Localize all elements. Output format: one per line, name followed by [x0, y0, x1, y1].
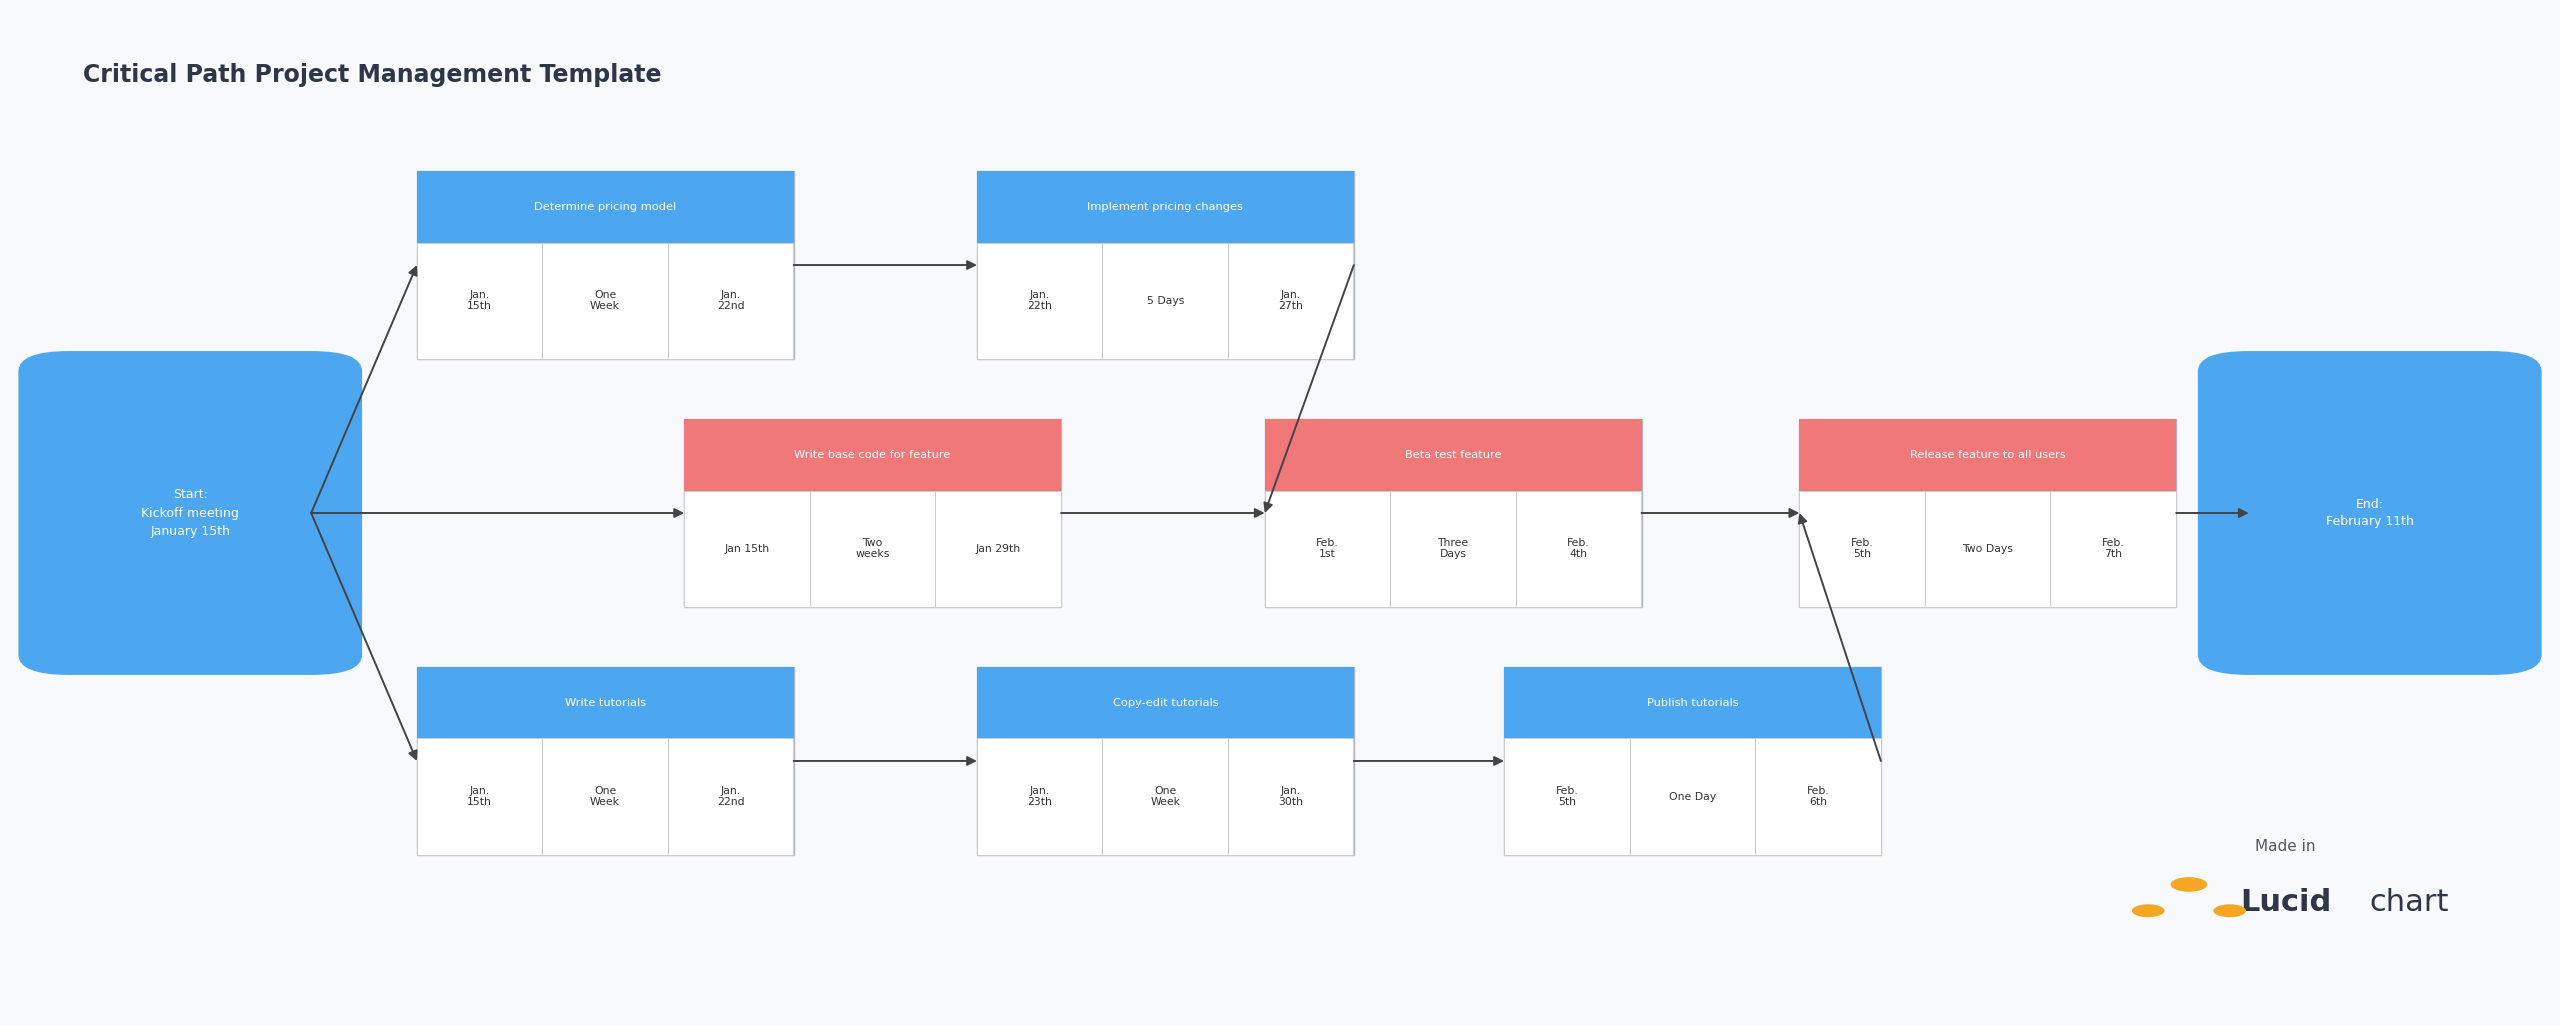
FancyBboxPatch shape	[1229, 739, 1354, 855]
Text: Jan.
22nd: Jan. 22nd	[717, 786, 745, 807]
FancyBboxPatch shape	[1800, 420, 2176, 490]
FancyBboxPatch shape	[978, 667, 1354, 739]
FancyBboxPatch shape	[1103, 739, 1229, 855]
FancyBboxPatch shape	[1265, 490, 1390, 606]
Text: Lucid: Lucid	[2240, 889, 2332, 917]
Text: Feb.
5th: Feb. 5th	[1851, 538, 1874, 559]
FancyBboxPatch shape	[543, 739, 668, 855]
FancyBboxPatch shape	[668, 242, 794, 359]
FancyBboxPatch shape	[978, 171, 1354, 359]
Text: Implement pricing changes: Implement pricing changes	[1088, 202, 1244, 212]
FancyBboxPatch shape	[809, 490, 934, 606]
Text: Three
Days: Three Days	[1436, 538, 1469, 559]
FancyBboxPatch shape	[1925, 490, 2051, 606]
FancyBboxPatch shape	[417, 242, 543, 359]
FancyBboxPatch shape	[543, 242, 668, 359]
FancyBboxPatch shape	[1390, 490, 1516, 606]
FancyBboxPatch shape	[417, 667, 794, 739]
FancyBboxPatch shape	[668, 739, 794, 855]
Text: Write tutorials: Write tutorials	[566, 698, 645, 708]
FancyBboxPatch shape	[1229, 242, 1354, 359]
Text: Jan 29th: Jan 29th	[975, 544, 1021, 554]
Text: Feb.
6th: Feb. 6th	[1807, 786, 1830, 807]
FancyBboxPatch shape	[934, 490, 1060, 606]
FancyBboxPatch shape	[978, 739, 1103, 855]
FancyBboxPatch shape	[2199, 351, 2542, 675]
Text: Two
weeks: Two weeks	[855, 538, 891, 559]
Text: Critical Path Project Management Template: Critical Path Project Management Templat…	[84, 63, 663, 86]
Text: Jan.
22th: Jan. 22th	[1027, 289, 1052, 312]
Text: One Day: One Day	[1669, 791, 1715, 801]
Text: Jan.
15th: Jan. 15th	[466, 786, 492, 807]
Text: Release feature to all users: Release feature to all users	[1910, 450, 2066, 460]
FancyBboxPatch shape	[18, 351, 361, 675]
FancyBboxPatch shape	[978, 171, 1354, 242]
FancyBboxPatch shape	[1505, 739, 1631, 855]
FancyBboxPatch shape	[417, 171, 794, 242]
Text: End:
February 11th: End: February 11th	[2327, 498, 2414, 528]
FancyBboxPatch shape	[417, 171, 794, 359]
FancyBboxPatch shape	[2051, 490, 2176, 606]
Circle shape	[2171, 877, 2207, 892]
Text: One
Week: One Week	[1149, 786, 1180, 807]
Text: Feb.
1st: Feb. 1st	[1316, 538, 1339, 559]
Text: Beta test feature: Beta test feature	[1405, 450, 1500, 460]
Text: Feb.
5th: Feb. 5th	[1556, 786, 1577, 807]
Text: Jan.
22nd: Jan. 22nd	[717, 289, 745, 312]
Text: Publish tutorials: Publish tutorials	[1646, 698, 1738, 708]
FancyBboxPatch shape	[1265, 420, 1641, 490]
Text: One
Week: One Week	[591, 289, 620, 312]
FancyBboxPatch shape	[684, 420, 1060, 490]
Text: Copy-edit tutorials: Copy-edit tutorials	[1114, 698, 1219, 708]
FancyBboxPatch shape	[1756, 739, 1882, 855]
FancyBboxPatch shape	[1631, 739, 1756, 855]
FancyBboxPatch shape	[1265, 420, 1641, 606]
FancyBboxPatch shape	[417, 667, 794, 855]
Text: Jan.
23th: Jan. 23th	[1027, 786, 1052, 807]
Circle shape	[2132, 904, 2166, 917]
Text: 5 Days: 5 Days	[1147, 295, 1183, 306]
Text: Feb.
4th: Feb. 4th	[1567, 538, 1590, 559]
FancyBboxPatch shape	[684, 420, 1060, 606]
FancyBboxPatch shape	[684, 490, 809, 606]
FancyBboxPatch shape	[1505, 667, 1882, 739]
Text: Jan.
27th: Jan. 27th	[1277, 289, 1303, 312]
Text: Write base code for feature: Write base code for feature	[794, 450, 950, 460]
FancyBboxPatch shape	[1800, 490, 1925, 606]
FancyBboxPatch shape	[1516, 490, 1641, 606]
FancyBboxPatch shape	[978, 242, 1103, 359]
FancyBboxPatch shape	[978, 667, 1354, 855]
Text: Feb.
7th: Feb. 7th	[2102, 538, 2125, 559]
Text: Made in: Made in	[2255, 839, 2317, 855]
Text: Jan 15th: Jan 15th	[724, 544, 771, 554]
Text: Jan.
15th: Jan. 15th	[466, 289, 492, 312]
Text: Two Days: Two Days	[1961, 544, 2012, 554]
Text: Start:
Kickoff meeting
January 15th: Start: Kickoff meeting January 15th	[141, 488, 238, 538]
Text: One
Week: One Week	[591, 786, 620, 807]
Text: chart: chart	[2371, 889, 2450, 917]
Circle shape	[2214, 904, 2245, 917]
FancyBboxPatch shape	[1103, 242, 1229, 359]
FancyBboxPatch shape	[417, 739, 543, 855]
FancyBboxPatch shape	[1505, 667, 1882, 855]
FancyBboxPatch shape	[1800, 420, 2176, 606]
Text: Jan.
30th: Jan. 30th	[1277, 786, 1303, 807]
Text: Determine pricing model: Determine pricing model	[535, 202, 676, 212]
